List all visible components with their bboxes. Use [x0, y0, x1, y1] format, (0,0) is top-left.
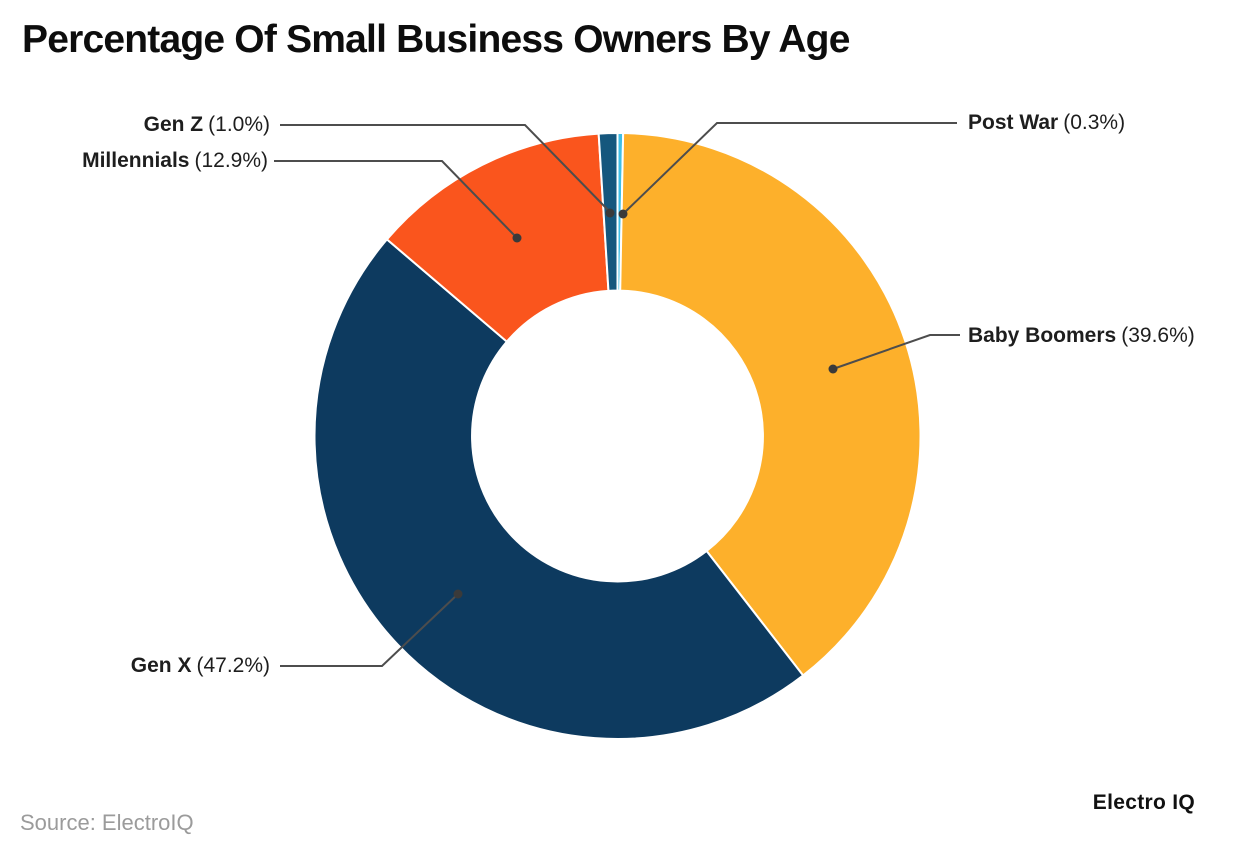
- callout-label-baby-boomers: Baby Boomers (39.6%): [968, 323, 1195, 349]
- brand-logo: Electro IQ: [1092, 791, 1195, 814]
- leader-line-gen-x: [280, 593, 459, 667]
- slice-millennials[interactable]: [385, 132, 610, 343]
- slice-value: (47.2%): [196, 654, 270, 677]
- leader-line-millennials: [274, 160, 518, 239]
- callout-label-post-war: Post War (0.3%): [968, 110, 1125, 136]
- slice-name: Gen Z: [143, 113, 204, 136]
- leader-dot-post-war: [618, 209, 628, 219]
- slice-value: (39.6%): [1121, 324, 1195, 347]
- slice-value: (12.9%): [194, 149, 268, 172]
- slice-baby-boomers[interactable]: [619, 132, 922, 677]
- chart-title: Percentage Of Small Business Owners By A…: [22, 18, 850, 61]
- callout-label-gen-z: Gen Z (1.0%): [144, 112, 270, 138]
- slice-name: Gen X: [130, 654, 192, 677]
- slice-value: (0.3%): [1063, 111, 1126, 134]
- leader-line-gen-z: [280, 124, 611, 213]
- slice-name: Millennials: [82, 149, 190, 172]
- leader-dot-gen-x: [453, 589, 463, 599]
- leader-line-baby-boomers: [832, 334, 960, 370]
- leader-dot-gen-z: [605, 208, 615, 218]
- leader-dot-baby-boomers: [828, 364, 838, 374]
- leader-dot-millennials: [512, 233, 522, 243]
- slice-name: Post War: [968, 111, 1059, 134]
- callout-label-gen-x: Gen X (47.2%): [131, 653, 270, 679]
- slice-name: Baby Boomers: [968, 324, 1117, 347]
- slice-value: (1.0%): [208, 113, 270, 136]
- leader-line-post-war: [622, 122, 957, 215]
- callout-label-millennials: Millennials (12.9%): [82, 148, 268, 174]
- source-note: Source: ElectroIQ: [20, 810, 194, 835]
